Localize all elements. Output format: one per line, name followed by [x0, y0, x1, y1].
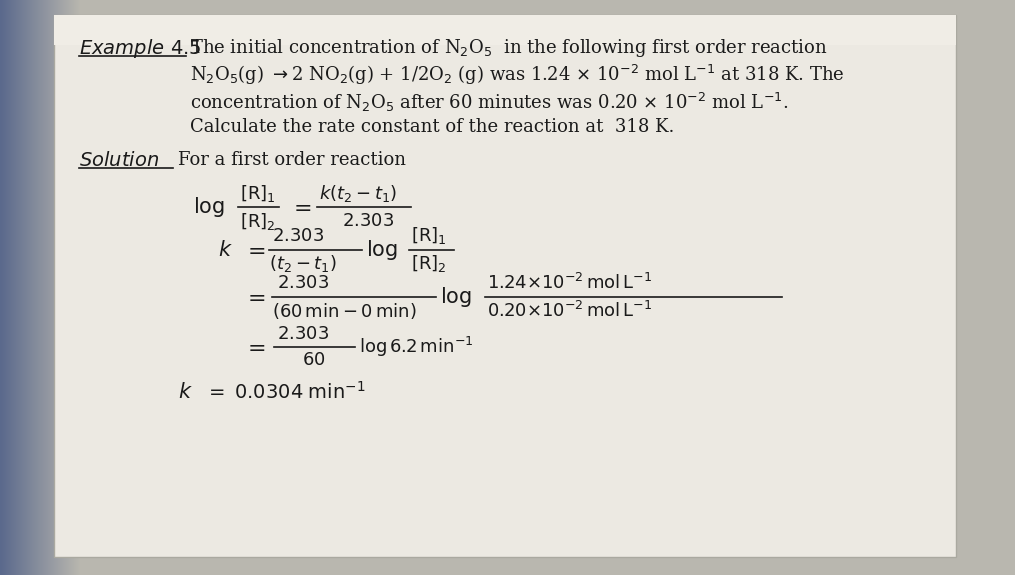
Text: $\mathrm{log}$: $\mathrm{log}$ — [194, 195, 225, 219]
Text: $=$: $=$ — [243, 239, 265, 261]
Text: $=$: $=$ — [243, 286, 265, 308]
Text: $2.303$: $2.303$ — [272, 227, 325, 245]
Bar — [54, 15, 955, 557]
Text: $1.24{\times}10^{-2}\,\mathrm{mol\,L^{-1}}$: $1.24{\times}10^{-2}\,\mathrm{mol\,L^{-1… — [487, 273, 652, 293]
Text: $\mathit{Example}$ $\mathit{4.5}$: $\mathit{Example}$ $\mathit{4.5}$ — [79, 36, 202, 59]
Text: $2.303$: $2.303$ — [342, 212, 394, 230]
Text: $\mathrm{log}$: $\mathrm{log}$ — [439, 285, 472, 309]
Text: The initial concentration of N$_2$O$_5$  in the following first order reaction: The initial concentration of N$_2$O$_5$ … — [190, 37, 828, 59]
Text: $k$: $k$ — [218, 240, 232, 260]
Text: $\mathrm{log}$: $\mathrm{log}$ — [367, 238, 398, 262]
Text: $=$: $=$ — [289, 196, 311, 218]
Text: $2.303$: $2.303$ — [278, 325, 330, 343]
Text: $k$: $k$ — [178, 382, 194, 402]
Text: $0.20{\times}10^{-2}\,\mathrm{mol\,L^{-1}}$: $0.20{\times}10^{-2}\,\mathrm{mol\,L^{-1… — [487, 301, 652, 321]
Text: For a first order reaction: For a first order reaction — [178, 151, 407, 169]
Text: $\mathit{Solution}$: $\mathit{Solution}$ — [79, 151, 160, 170]
Text: $[\mathrm{R}]_1$: $[\mathrm{R}]_1$ — [411, 225, 446, 247]
Text: $[\mathrm{R}]_2$: $[\mathrm{R}]_2$ — [240, 210, 275, 232]
Text: $k(t_2-t_1)$: $k(t_2-t_1)$ — [318, 182, 397, 204]
Text: $=$: $=$ — [243, 336, 265, 358]
Text: $=\;0.0304\;\mathrm{min}^{-1}$: $=\;0.0304\;\mathrm{min}^{-1}$ — [205, 381, 366, 403]
Text: $[\mathrm{R}]_1$: $[\mathrm{R}]_1$ — [240, 182, 275, 204]
Text: N$_2$O$_5$(g) $\rightarrow$2 NO$_2$(g) + 1/2O$_2$ (g) was 1.24 $\times$ 10$^{-2}: N$_2$O$_5$(g) $\rightarrow$2 NO$_2$(g) +… — [190, 63, 845, 87]
Text: concentration of N$_2$O$_5$ after 60 minutes was 0.20 $\times$ 10$^{-2}$ mol L$^: concentration of N$_2$O$_5$ after 60 min… — [190, 90, 788, 113]
Text: $(t_2-t_1)$: $(t_2-t_1)$ — [269, 254, 337, 274]
Text: $(60\,\mathrm{min}-0\,\mathrm{min})$: $(60\,\mathrm{min}-0\,\mathrm{min})$ — [272, 301, 417, 321]
Text: $2.303$: $2.303$ — [278, 274, 330, 292]
Bar — [54, 15, 955, 45]
Text: Calculate the rate constant of the reaction at  318 K.: Calculate the rate constant of the react… — [190, 118, 675, 136]
Text: $[\mathrm{R}]_2$: $[\mathrm{R}]_2$ — [411, 254, 446, 274]
Text: $\mathrm{log}\,6.2\,\mathrm{min}^{-1}$: $\mathrm{log}\,6.2\,\mathrm{min}^{-1}$ — [358, 335, 473, 359]
Text: $60$: $60$ — [302, 351, 326, 369]
